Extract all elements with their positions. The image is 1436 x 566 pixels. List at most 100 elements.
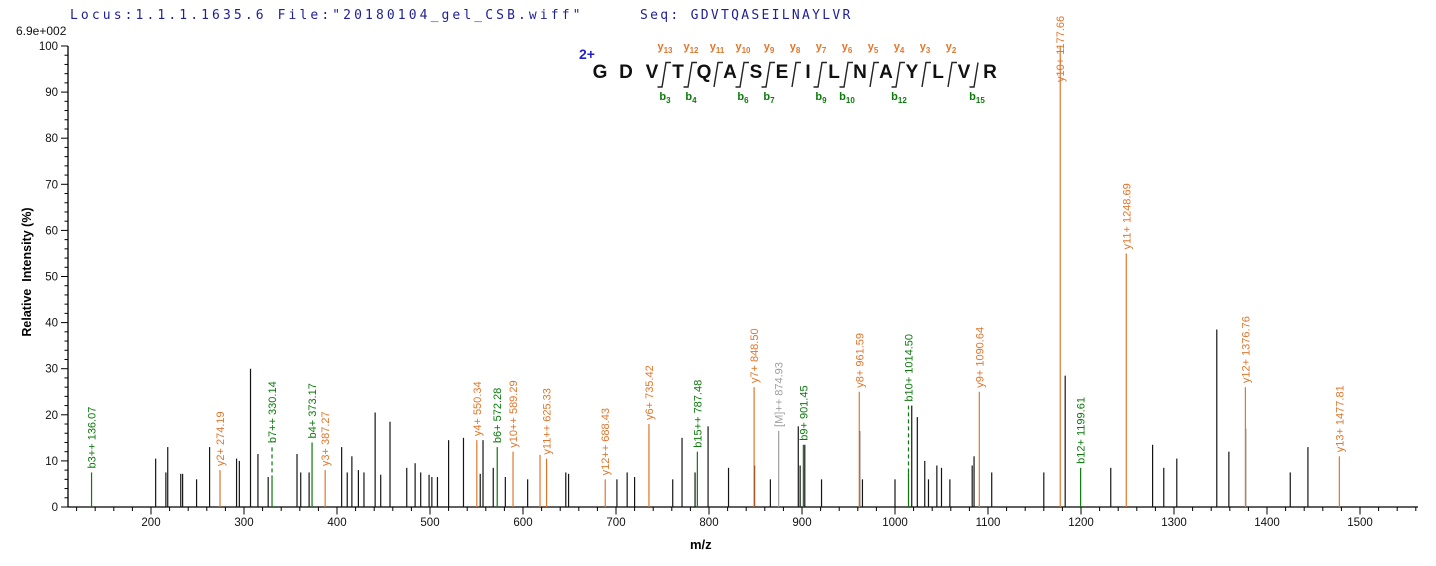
peak-label: y13+ 1477.81 [1334,385,1346,452]
y-tick-label: 100 [39,41,58,53]
y-tick-label: 20 [45,410,58,422]
peptide-residue: A [879,62,893,83]
peak-label: b3++ 136.07 [87,407,99,469]
y-tick-label: 90 [45,87,58,99]
x-tick-label: 600 [513,517,532,529]
peptide-residue: I [805,62,811,83]
y-tick-label: 10 [45,456,58,468]
peptide-residue: V [645,62,659,83]
peptide-residue: R [983,62,997,83]
locus-file-label: Locus:1.1.1.1635.6 File:"20180104_gel_CS… [70,8,584,23]
y-tick-label: 50 [45,272,58,284]
sequence-label: Seq: GDVTQASEILNAYLVR [640,8,853,23]
cleavage-mark-icon [735,61,749,88]
y-ion-label: y7 [815,41,827,55]
peak-label: b10+ 1014.50 [903,334,915,402]
peak-label: b9+ 901.45 [798,385,810,440]
y-tick-label: 60 [45,225,58,237]
b-ion-label: b10 [839,91,855,105]
peptide-residue: E [775,62,789,83]
x-tick-label: 1000 [882,517,908,529]
y-tick-label: 80 [45,133,58,145]
cleavage-mark-icon [921,61,931,88]
b-ion-label: b15 [969,91,985,105]
cleavage-mark-icon [839,61,853,88]
peak-label: y8+ 961.59 [854,333,866,388]
b-ion-label: b4 [685,91,697,105]
cleavage-mark-icon [657,61,671,88]
peak-label: y11+ 1248.69 [1121,183,1133,249]
x-tick-label: 1300 [1161,517,1187,529]
y-tick-label: 0 [52,502,58,514]
peptide-residue: T [672,62,684,83]
y-ion-label: y8 [789,41,801,55]
y-ion-label: y5 [867,41,879,55]
base-peak-intensity: 6.9e+002 [16,24,67,38]
cleavage-mark-icon [869,61,879,88]
b-ion-label: b9 [815,91,827,105]
peptide-residue: Y [905,62,919,83]
peak-label: y10++ 589.29 [508,380,520,447]
peptide-residue: V [957,62,971,83]
peak-label: y7+ 848.50 [749,328,761,383]
peak-label: b12+ 1199.61 [1076,397,1088,464]
x-tick-label: 1100 [976,517,1001,529]
b-ion-label: b3 [659,91,671,105]
x-tick-label: 800 [699,517,718,529]
peak-label: y10+ 1177.66 [1055,16,1067,82]
peak-label: b15++ 787.48 [692,380,704,448]
y-ion-label: y4 [893,41,905,55]
y-ion-label: y12 [683,41,699,55]
y-tick-label: 30 [45,364,58,376]
peptide-residue: L [828,62,840,83]
peak-label: y2+ 274.19 [215,411,227,466]
peptide-residue: Q [696,62,712,83]
y-ion-label: y6 [841,41,853,55]
peak-label: y12++ 688.43 [600,408,612,475]
peak-label: y4+ 550.34 [472,381,484,436]
cleavage-mark-icon [683,61,697,88]
x-axis-title: m/z [690,537,712,552]
peak-label: b6+ 572.28 [492,388,504,443]
x-tick-label: 400 [327,517,346,529]
peptide-residue: S [749,62,763,83]
x-tick-label: 300 [234,517,253,529]
x-tick-label: 500 [420,517,439,529]
cleavage-mark-icon [891,61,905,88]
x-tick-label: 1200 [1068,517,1094,529]
b-ion-label: b12 [891,91,907,105]
y-ion-label: y9 [763,41,775,55]
peak-label: y6+ 735.42 [644,365,656,420]
x-tick-label: 1400 [1254,517,1280,529]
x-tick-label: 1500 [1347,517,1373,529]
y-ion-label: y3 [919,41,931,55]
peptide-residue: G [592,62,608,83]
y-ion-label: y10 [735,41,751,55]
peak-label: y11++ 625.33 [542,388,554,454]
cleavage-mark-icon [947,61,957,88]
cleavage-mark-icon [713,61,723,88]
cleavage-mark-icon [969,62,979,88]
y-tick-label: 70 [45,179,58,191]
peak-label: [M]++ 874.93 [774,362,786,427]
peak-label: y12+ 1376.76 [1240,316,1252,383]
peptide-residue: D [619,62,633,83]
peak-label: b4+ 373.17 [307,383,319,438]
cleavage-mark-icon [761,61,775,88]
y-ion-label: y2 [945,41,957,55]
y-tick-label: 40 [45,318,58,330]
x-tick-label: 700 [606,517,625,529]
precursor-charge-label: 2+ [579,46,595,62]
peptide-residue: L [932,62,944,83]
x-tick-label: 200 [141,517,160,529]
peak-label: y9+ 1090.64 [974,327,986,388]
peptide-residue: N [853,62,867,83]
peak-label: y3+ 387.27 [320,411,332,466]
b-ion-label: b6 [737,91,749,105]
b-ion-label: b7 [763,91,775,105]
peak-label: b7++ 330.14 [267,381,279,443]
cleavage-mark-icon [791,61,801,88]
cleavage-mark-icon [813,61,827,88]
